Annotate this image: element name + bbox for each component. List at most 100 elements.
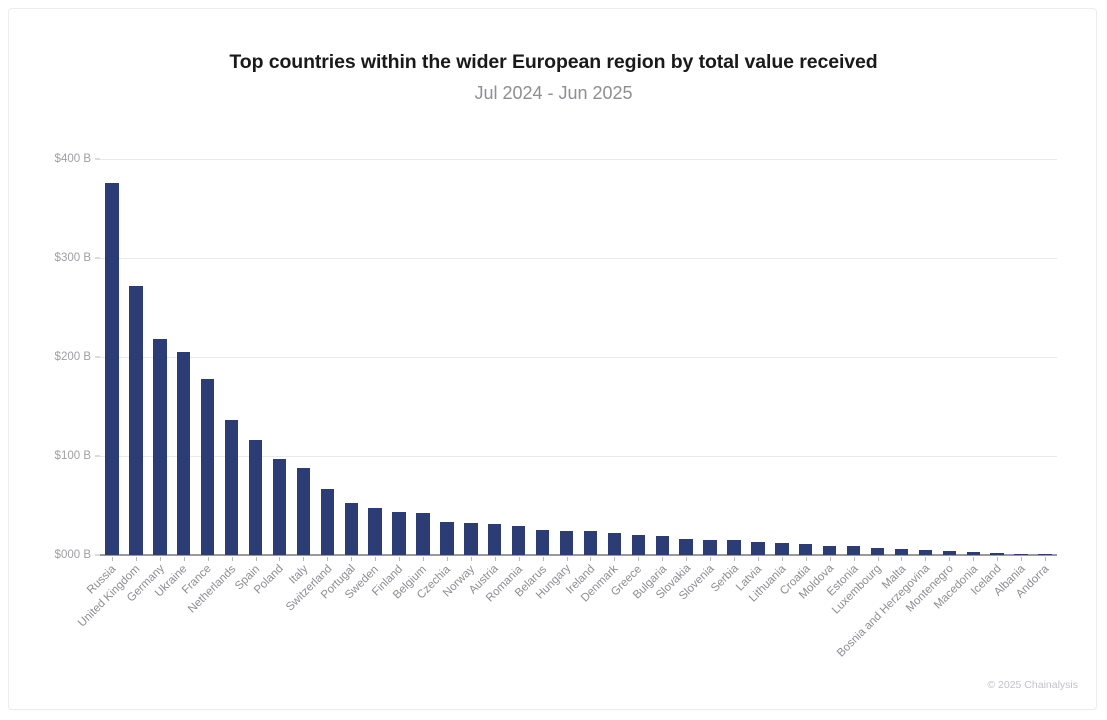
x-tick-mark xyxy=(925,557,927,561)
x-tick-mark xyxy=(949,557,951,561)
y-tick-label: $300 B xyxy=(54,252,91,264)
x-tick-mark xyxy=(686,557,688,561)
y-tick-mark xyxy=(95,554,100,556)
bar[interactable] xyxy=(440,522,454,555)
y-tick-label: $400 B xyxy=(54,153,91,165)
bar[interactable] xyxy=(392,512,406,555)
x-tick-mark xyxy=(829,557,831,561)
bar[interactable] xyxy=(607,533,622,555)
bar[interactable] xyxy=(511,526,526,555)
bar[interactable] xyxy=(775,543,789,555)
x-tick-mark xyxy=(1045,557,1047,561)
bar[interactable] xyxy=(799,544,813,555)
bar[interactable] xyxy=(488,524,502,555)
x-tick-mark xyxy=(111,557,113,561)
gridline xyxy=(100,456,1057,457)
x-tick-mark xyxy=(207,557,209,561)
x-tick-mark xyxy=(470,557,472,561)
x-tick-mark xyxy=(518,557,520,561)
chart-title: Top countries within the wider European … xyxy=(229,51,878,73)
x-tick-mark xyxy=(973,557,975,561)
bar[interactable] xyxy=(200,378,215,555)
x-tick-mark xyxy=(542,557,544,561)
x-tick-mark xyxy=(614,557,616,561)
bar[interactable] xyxy=(823,546,837,555)
x-tick-mark xyxy=(494,557,496,561)
bar[interactable] xyxy=(464,523,478,555)
x-tick-mark xyxy=(303,557,305,561)
bar[interactable] xyxy=(846,546,861,555)
y-tick-label: $100 B xyxy=(54,450,91,462)
x-tick-mark xyxy=(375,557,377,561)
bar[interactable] xyxy=(703,540,717,555)
bar[interactable] xyxy=(416,513,430,555)
x-tick-mark xyxy=(159,557,161,561)
bar[interactable] xyxy=(559,531,574,555)
y-tick-mark xyxy=(95,158,100,160)
x-tick-mark xyxy=(566,557,568,561)
bar[interactable] xyxy=(727,540,741,555)
bar[interactable] xyxy=(129,285,143,555)
bar[interactable] xyxy=(1014,553,1028,555)
x-tick-mark xyxy=(997,557,999,561)
x-tick-mark xyxy=(662,557,664,561)
bar[interactable] xyxy=(153,339,167,555)
y-tick-label: $000 B xyxy=(54,549,91,561)
x-tick-mark xyxy=(853,557,855,561)
x-tick-mark xyxy=(901,557,903,561)
bar[interactable] xyxy=(918,550,933,555)
bar[interactable] xyxy=(1038,553,1052,555)
chart-figure: Top countries within the wider European … xyxy=(8,8,1097,710)
bar[interactable] xyxy=(248,440,263,555)
bar[interactable] xyxy=(894,549,909,555)
x-tick-mark xyxy=(590,557,592,561)
x-tick-mark xyxy=(255,557,257,561)
y-tick-label: $200 B xyxy=(54,351,91,363)
x-tick-mark xyxy=(399,557,401,561)
x-tick-mark xyxy=(1021,557,1023,561)
gridline xyxy=(100,258,1057,259)
x-tick-mark xyxy=(183,557,185,561)
y-tick-mark xyxy=(95,257,100,259)
x-tick-mark xyxy=(231,557,233,561)
x-tick-mark xyxy=(638,557,640,561)
x-tick-mark xyxy=(710,557,712,561)
x-tick-mark xyxy=(781,557,783,561)
x-tick-mark xyxy=(757,557,759,561)
bar[interactable] xyxy=(990,553,1004,555)
bar[interactable] xyxy=(631,535,645,555)
x-tick-mark xyxy=(279,557,281,561)
bar[interactable] xyxy=(679,539,693,555)
bar[interactable] xyxy=(942,551,957,555)
bar[interactable] xyxy=(177,352,191,555)
bar[interactable] xyxy=(966,552,980,555)
bar[interactable] xyxy=(535,530,550,555)
gridline xyxy=(100,159,1057,160)
bar[interactable] xyxy=(368,508,382,555)
x-tick-mark xyxy=(446,557,448,561)
bar[interactable] xyxy=(870,548,885,555)
y-tick-mark xyxy=(95,455,100,457)
x-axis-line xyxy=(100,554,1057,556)
x-axis-labels: Russia United Kingdom Germany Ukraine France… xyxy=(76,557,1057,677)
bar-series xyxy=(100,159,1057,555)
bar[interactable] xyxy=(105,182,119,555)
bar[interactable] xyxy=(655,536,669,555)
gridline xyxy=(100,357,1057,358)
bar[interactable] xyxy=(272,458,287,555)
bar[interactable] xyxy=(751,542,765,555)
plot-area: $000 B $100 B $200 B $300 B $400 B xyxy=(55,153,1057,561)
bar[interactable] xyxy=(224,420,239,555)
bar[interactable] xyxy=(320,488,334,555)
y-tick-mark xyxy=(95,356,100,358)
bar[interactable] xyxy=(344,502,358,555)
x-tick-mark xyxy=(327,557,329,561)
bar[interactable] xyxy=(583,531,598,555)
x-tick-mark xyxy=(805,557,807,561)
x-tick-mark xyxy=(135,557,137,561)
bar[interactable] xyxy=(296,467,311,555)
chart-subtitle: Jul 2024 - Jun 2025 xyxy=(474,83,633,103)
x-tick-mark xyxy=(734,557,735,561)
x-tick-mark xyxy=(351,557,353,561)
x-tick-mark xyxy=(877,557,879,561)
